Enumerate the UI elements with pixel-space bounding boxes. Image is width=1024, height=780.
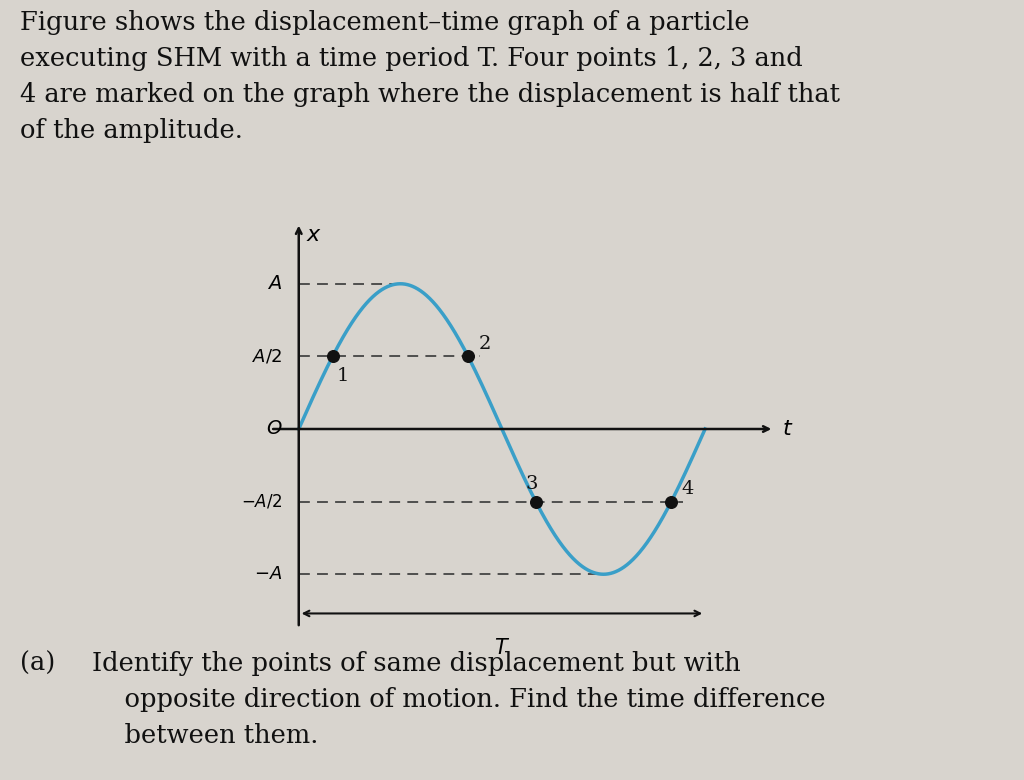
- Text: 4: 4: [681, 480, 694, 498]
- Text: $A$: $A$: [267, 275, 283, 292]
- Point: [325, 350, 341, 363]
- Text: 2: 2: [478, 335, 490, 353]
- Point: [527, 495, 544, 508]
- Text: 3: 3: [525, 474, 539, 492]
- Text: Identify the points of same displacement but with
    opposite direction of moti: Identify the points of same displacement…: [92, 651, 825, 748]
- Text: $-A/2$: $-A/2$: [242, 493, 283, 511]
- Text: $-A$: $-A$: [254, 566, 283, 583]
- Text: (a): (a): [20, 651, 55, 675]
- Text: $A/2$: $A/2$: [252, 347, 283, 365]
- Text: $t$: $t$: [782, 418, 794, 440]
- Text: 1: 1: [337, 367, 349, 385]
- Text: Figure shows the displacement–time graph of a particle
executing SHM with a time: Figure shows the displacement–time graph…: [20, 10, 841, 144]
- Text: $T$: $T$: [494, 638, 510, 658]
- Text: $O$: $O$: [266, 420, 283, 438]
- Point: [460, 350, 476, 363]
- Point: [664, 495, 680, 508]
- Text: $x$: $x$: [306, 224, 322, 246]
